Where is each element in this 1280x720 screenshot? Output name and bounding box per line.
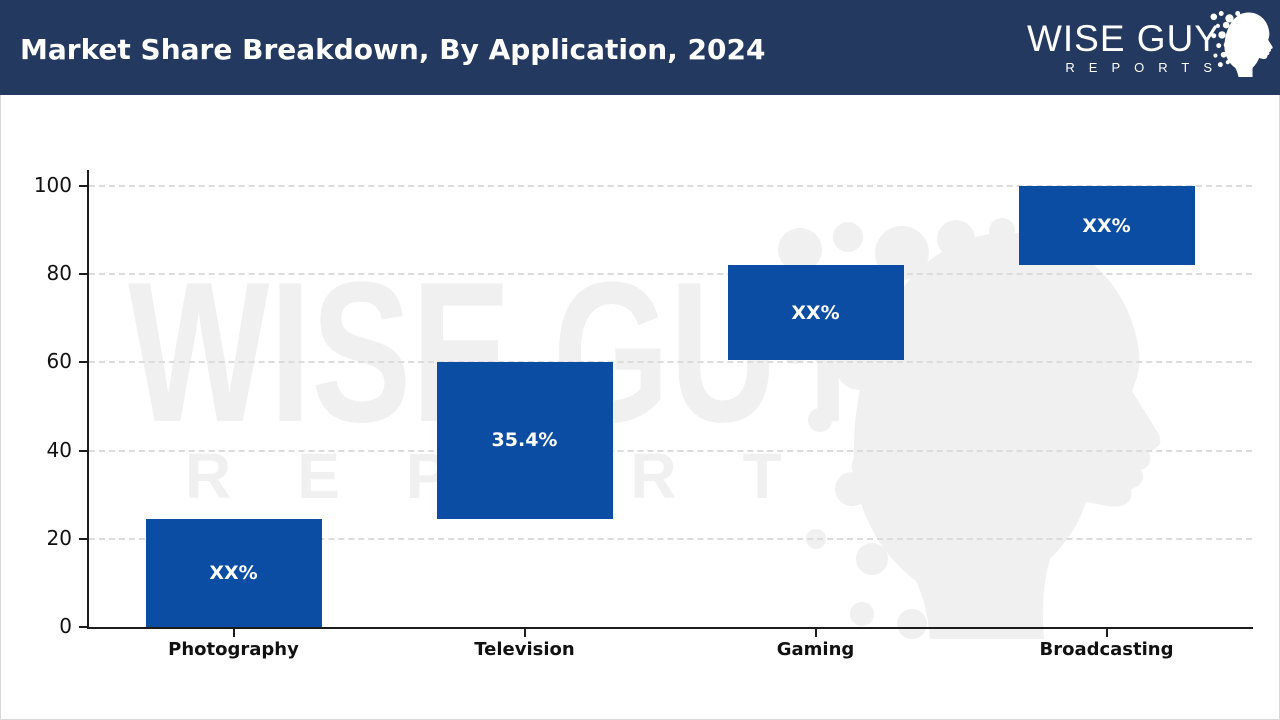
page-title: Market Share Breakdown, By Application, … <box>20 33 766 66</box>
y-axis-tick <box>79 537 87 540</box>
x-axis-tick-label-gaming: Gaming <box>776 639 855 660</box>
bar-value-label: XX% <box>791 301 840 324</box>
brand-name: WISE GUY <box>1026 18 1220 59</box>
y-axis-tick-label: 40 <box>46 437 72 462</box>
x-axis-tick-label-broadcasting: Broadcasting <box>1039 639 1174 660</box>
y-axis-tick <box>79 449 87 452</box>
y-axis-tick-label: 80 <box>46 261 72 286</box>
bar-broadcasting: XX% <box>1018 186 1195 266</box>
x-axis <box>87 627 1253 629</box>
gridline-40 <box>89 449 1252 452</box>
bar-television: 35.4% <box>436 362 613 519</box>
y-axis <box>87 170 89 629</box>
x-axis-tick <box>814 629 817 637</box>
y-axis-tick-label: 100 <box>33 173 72 197</box>
bar-value-label: XX% <box>209 561 258 584</box>
brand-logo: WISE GUY REPORTS <box>1027 4 1274 84</box>
gridline-100 <box>89 185 1252 187</box>
y-axis-tick <box>79 185 87 187</box>
y-axis-tick-label: 60 <box>46 349 72 374</box>
header-bar: Market Share Breakdown, By Application, … <box>0 0 1280 95</box>
bar-gaming: XX% <box>727 265 904 361</box>
brand-subname: REPORTS <box>1065 60 1226 75</box>
brand-face-icon <box>1210 11 1273 78</box>
brand-logo-text: WISE GUY REPORTS <box>1027 20 1220 74</box>
bar-value-label: XX% <box>1082 214 1131 237</box>
x-axis-tick <box>523 629 526 637</box>
y-axis-tick <box>79 626 87 628</box>
x-axis-tick-label-photography: Photography <box>168 639 299 660</box>
y-axis-tick-label: 20 <box>46 525 72 550</box>
gridline-80 <box>89 273 1252 276</box>
y-axis-tick-label: 0 <box>59 614 72 638</box>
gridline-20 <box>89 537 1252 540</box>
bar-photography: XX% <box>145 518 322 627</box>
bar-value-label: 35.4% <box>491 429 558 452</box>
gridline-60 <box>89 361 1252 364</box>
x-axis-tick-label-television: Television <box>474 639 575 660</box>
x-axis-tick <box>232 629 235 637</box>
y-axis-tick <box>79 273 87 276</box>
x-axis-tick <box>1105 629 1108 637</box>
y-axis-tick <box>79 361 87 364</box>
